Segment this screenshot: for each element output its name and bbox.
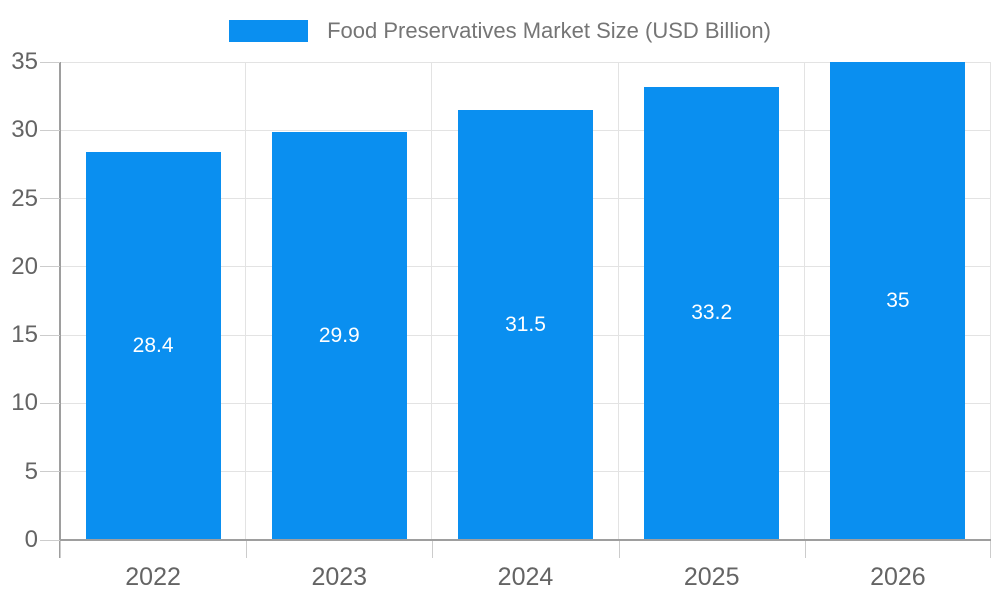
x-axis-tick-mark (990, 540, 991, 558)
x-axis-category-label: 2026 (870, 563, 926, 591)
x-axis-tick-mark (246, 540, 248, 558)
y-axis-tick-label: 20 (11, 252, 38, 280)
y-axis-tick-label: 0 (24, 526, 38, 553)
bar-2025[interactable]: 33.2 (644, 86, 780, 540)
y-axis-tick-mark (40, 334, 60, 336)
legend-item[interactable]: Food Preservatives Market Size (USD Bill… (229, 18, 771, 44)
bar-value-label: 28.4 (132, 334, 174, 358)
x-axis-tick-mark (432, 540, 434, 558)
gridline-horizontal (60, 61, 991, 63)
x-axis-tick-mark (60, 540, 61, 558)
y-axis-tick-label: 15 (11, 321, 38, 349)
gridline-vertical (617, 62, 619, 540)
y-axis-tick-label: 35 (11, 48, 38, 75)
x-axis-tick-mark (804, 540, 806, 558)
y-axis-tick-mark (40, 198, 60, 200)
bar-2026[interactable]: 35 (830, 62, 966, 540)
y-axis-tick-mark (40, 471, 60, 473)
bar-2023[interactable]: 29.9 (271, 131, 407, 540)
x-axis-category-label: 2024 (497, 563, 554, 591)
y-axis-tick-mark (40, 266, 60, 268)
legend-series-label: Food Preservatives Market Size (USD Bill… (327, 18, 771, 43)
bar-2022[interactable]: 28.4 (85, 152, 221, 540)
y-axis-tick-label: 25 (11, 184, 38, 212)
y-axis-tick-mark (40, 402, 60, 404)
legend-color-swatch (229, 20, 309, 42)
bar-value-label: 35 (886, 289, 910, 312)
x-axis-category-label: 2025 (683, 563, 740, 591)
chart-legend: Food Preservatives Market Size (USD Bill… (0, 18, 1000, 44)
x-axis-tick-mark (618, 540, 620, 558)
gridline-vertical (990, 62, 991, 540)
x-axis-line (60, 539, 991, 541)
x-axis-category-label: 2022 (125, 563, 181, 591)
bar-2024[interactable]: 31.5 (458, 109, 593, 540)
bar-value-label: 29.9 (318, 323, 360, 347)
y-axis-tick-mark (40, 539, 60, 541)
plot-area: 28.4 29.9 31.5 33.2 35 (59, 61, 991, 558)
y-axis-tick-label: 5 (24, 457, 38, 485)
y-axis-tick-label: 10 (11, 389, 38, 417)
gridline-vertical (803, 62, 805, 540)
y-axis-tick-mark (40, 129, 60, 131)
y-axis-line (59, 62, 61, 558)
bar-value-label: 33.2 (691, 301, 733, 325)
gridline-vertical (431, 62, 433, 540)
y-axis-tick-label: 30 (11, 116, 38, 144)
x-axis-category-label: 2023 (311, 563, 368, 591)
gridline-vertical (245, 62, 247, 540)
bar-value-label: 31.5 (505, 312, 546, 336)
y-axis-tick-mark (40, 61, 60, 63)
